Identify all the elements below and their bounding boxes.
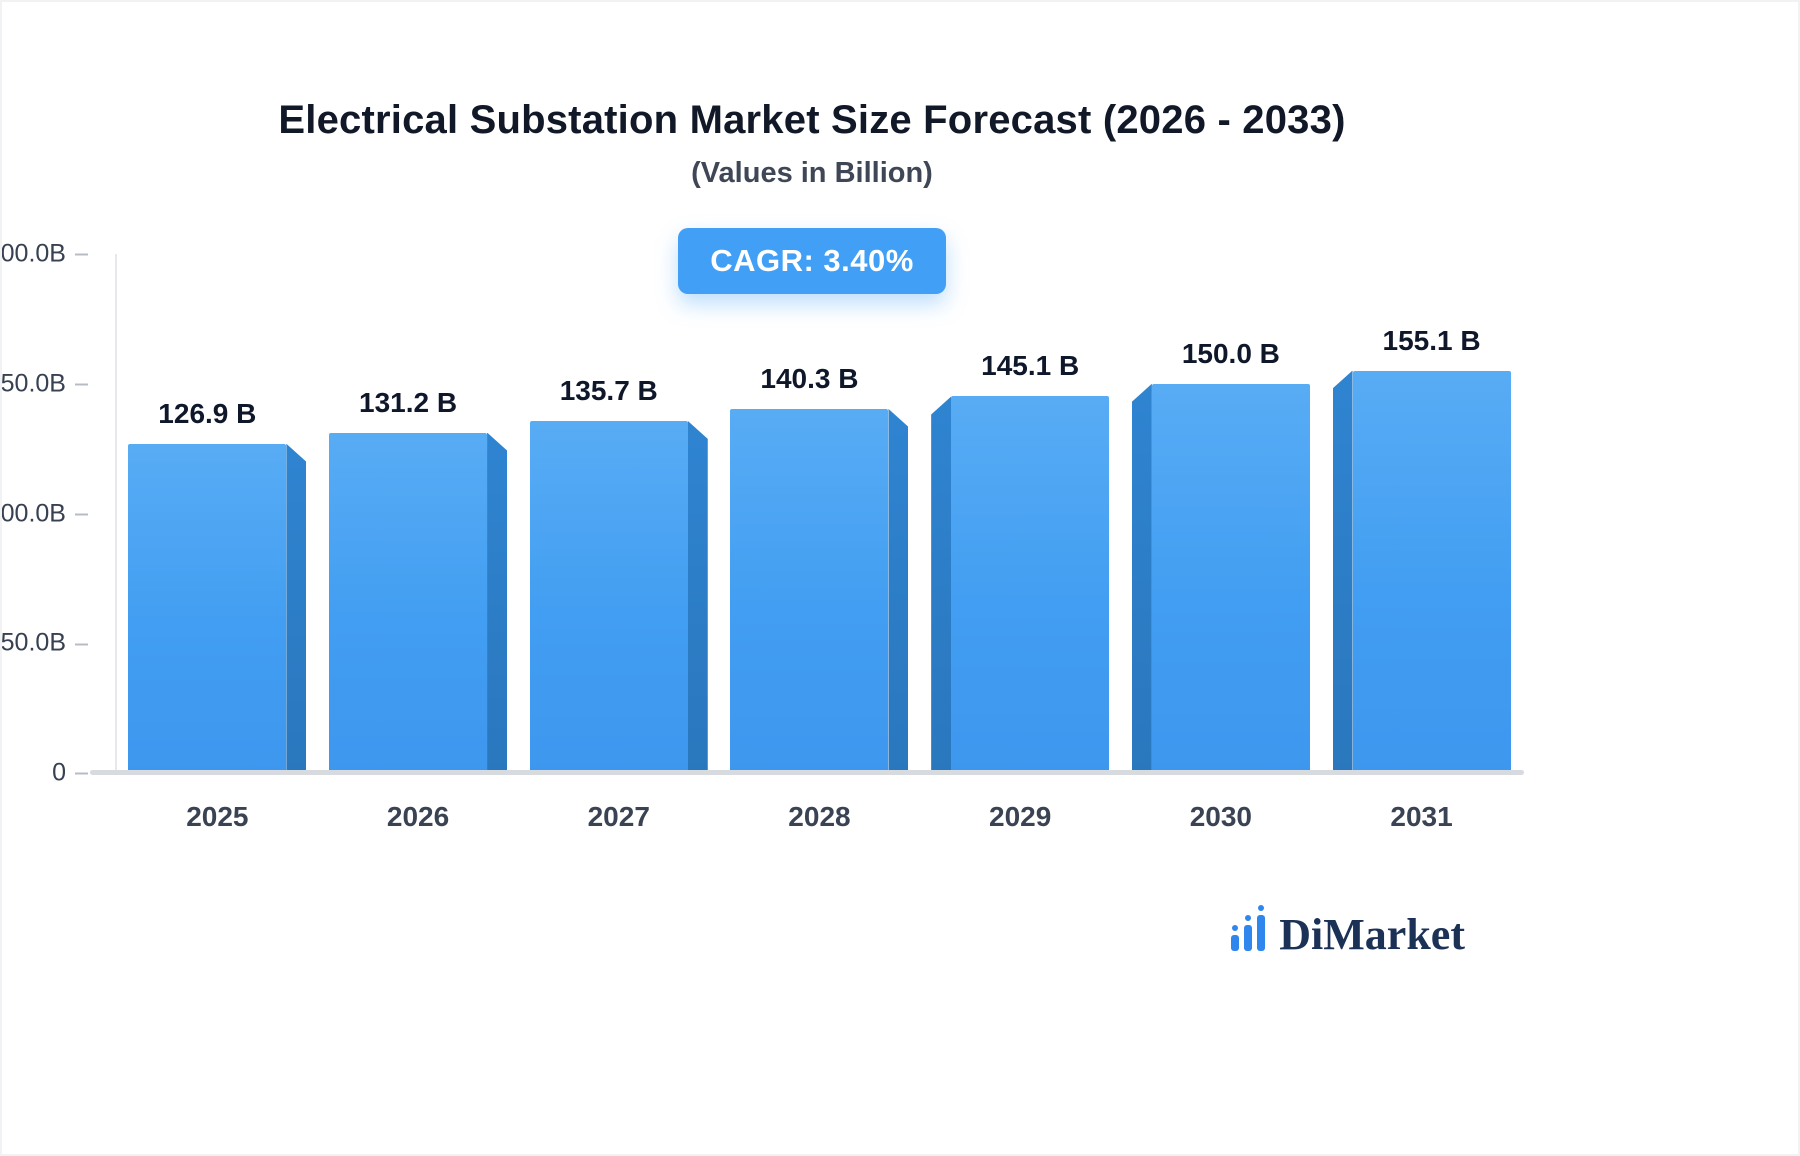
chart-subtitle: (Values in Billion) — [691, 157, 933, 189]
bar-3d-side — [286, 443, 307, 773]
plot-area: 126.9 B 2025 131.2 B 2026 135.7 B 2027 1… — [117, 254, 1522, 832]
x-tick-label: 2028 — [788, 801, 851, 832]
bar-value-label: 145.1 B — [981, 350, 1080, 382]
x-tick-label: 2030 — [1189, 801, 1253, 832]
bar-3d-side — [931, 396, 952, 773]
bar: 135.7 B — [529, 375, 708, 773]
bar: 150.0 B — [1131, 338, 1310, 773]
y-tick-label: 200.0B — [2, 240, 88, 269]
y-tick-label: 0 — [52, 759, 88, 788]
bar-3d-side — [1332, 370, 1353, 773]
y-tick-label: 50.0B — [2, 629, 88, 658]
x-tick-label: 2027 — [587, 801, 650, 832]
logo-bar-icon — [1231, 925, 1240, 951]
bar-group: 155.1 B 2031 — [1332, 254, 1511, 832]
brand-logo: DiMarket — [1231, 905, 1465, 957]
bar-group: 131.2 B 2026 — [329, 254, 508, 832]
bar: 131.2 B — [329, 387, 508, 773]
bar-3d-side — [687, 420, 708, 773]
tick-mark — [75, 643, 88, 646]
x-axis-baseline — [90, 770, 1524, 775]
chart-header: Electrical Substation Market Size Foreca… — [2, 2, 1622, 294]
brand-logo-icon — [1231, 905, 1266, 957]
bar-value-label: 131.2 B — [359, 386, 458, 418]
bar-3d-side — [487, 432, 508, 773]
page-title: Electrical Substation Market Size Foreca… — [278, 98, 1346, 142]
tick-mark — [75, 253, 88, 256]
bar-value-label: 150.0 B — [1181, 337, 1280, 369]
logo-bar-icon — [1244, 915, 1253, 951]
brand-logo-text: DiMarket — [1279, 910, 1465, 959]
bar-group: 126.9 B 2025 — [128, 254, 307, 832]
bar-3d-side — [1131, 383, 1152, 773]
bar-group: 140.3 B 2028 — [730, 254, 909, 832]
y-axis-labels: 200.0B 150.0B 100.0B 50.0B 0 — [2, 240, 106, 787]
cagr-badge: CAGR: 3.40% — [678, 228, 946, 294]
bar: 155.1 B — [1332, 325, 1511, 773]
y-tick-label: 100.0B — [2, 499, 88, 528]
tick-mark — [75, 772, 88, 775]
bar-value-label: 126.9 B — [158, 397, 257, 429]
bar-3d-side — [888, 408, 909, 773]
bar: 126.9 B — [128, 398, 307, 773]
x-tick-label: 2026 — [386, 801, 450, 832]
bar-group: 145.1 B 2029 — [931, 254, 1110, 832]
bar-group: 135.7 B 2027 — [529, 254, 708, 832]
y-axis-line — [115, 254, 117, 773]
x-tick-label: 2025 — [186, 801, 249, 832]
bar: 145.1 B — [931, 350, 1110, 773]
bar-value-label: 155.1 B — [1382, 324, 1481, 356]
bar-group: 150.0 B 2030 — [1131, 254, 1310, 832]
logo-bar-icon — [1257, 905, 1266, 951]
y-tick-label: 150.0B — [2, 369, 88, 398]
bar-value-label: 135.7 B — [559, 374, 658, 406]
x-tick-label: 2029 — [989, 801, 1052, 832]
x-tick-label: 2031 — [1390, 801, 1453, 832]
tick-mark — [75, 383, 88, 386]
bar-value-label: 140.3 B — [760, 362, 859, 394]
bar: 140.3 B — [730, 363, 909, 773]
tick-mark — [75, 513, 88, 516]
